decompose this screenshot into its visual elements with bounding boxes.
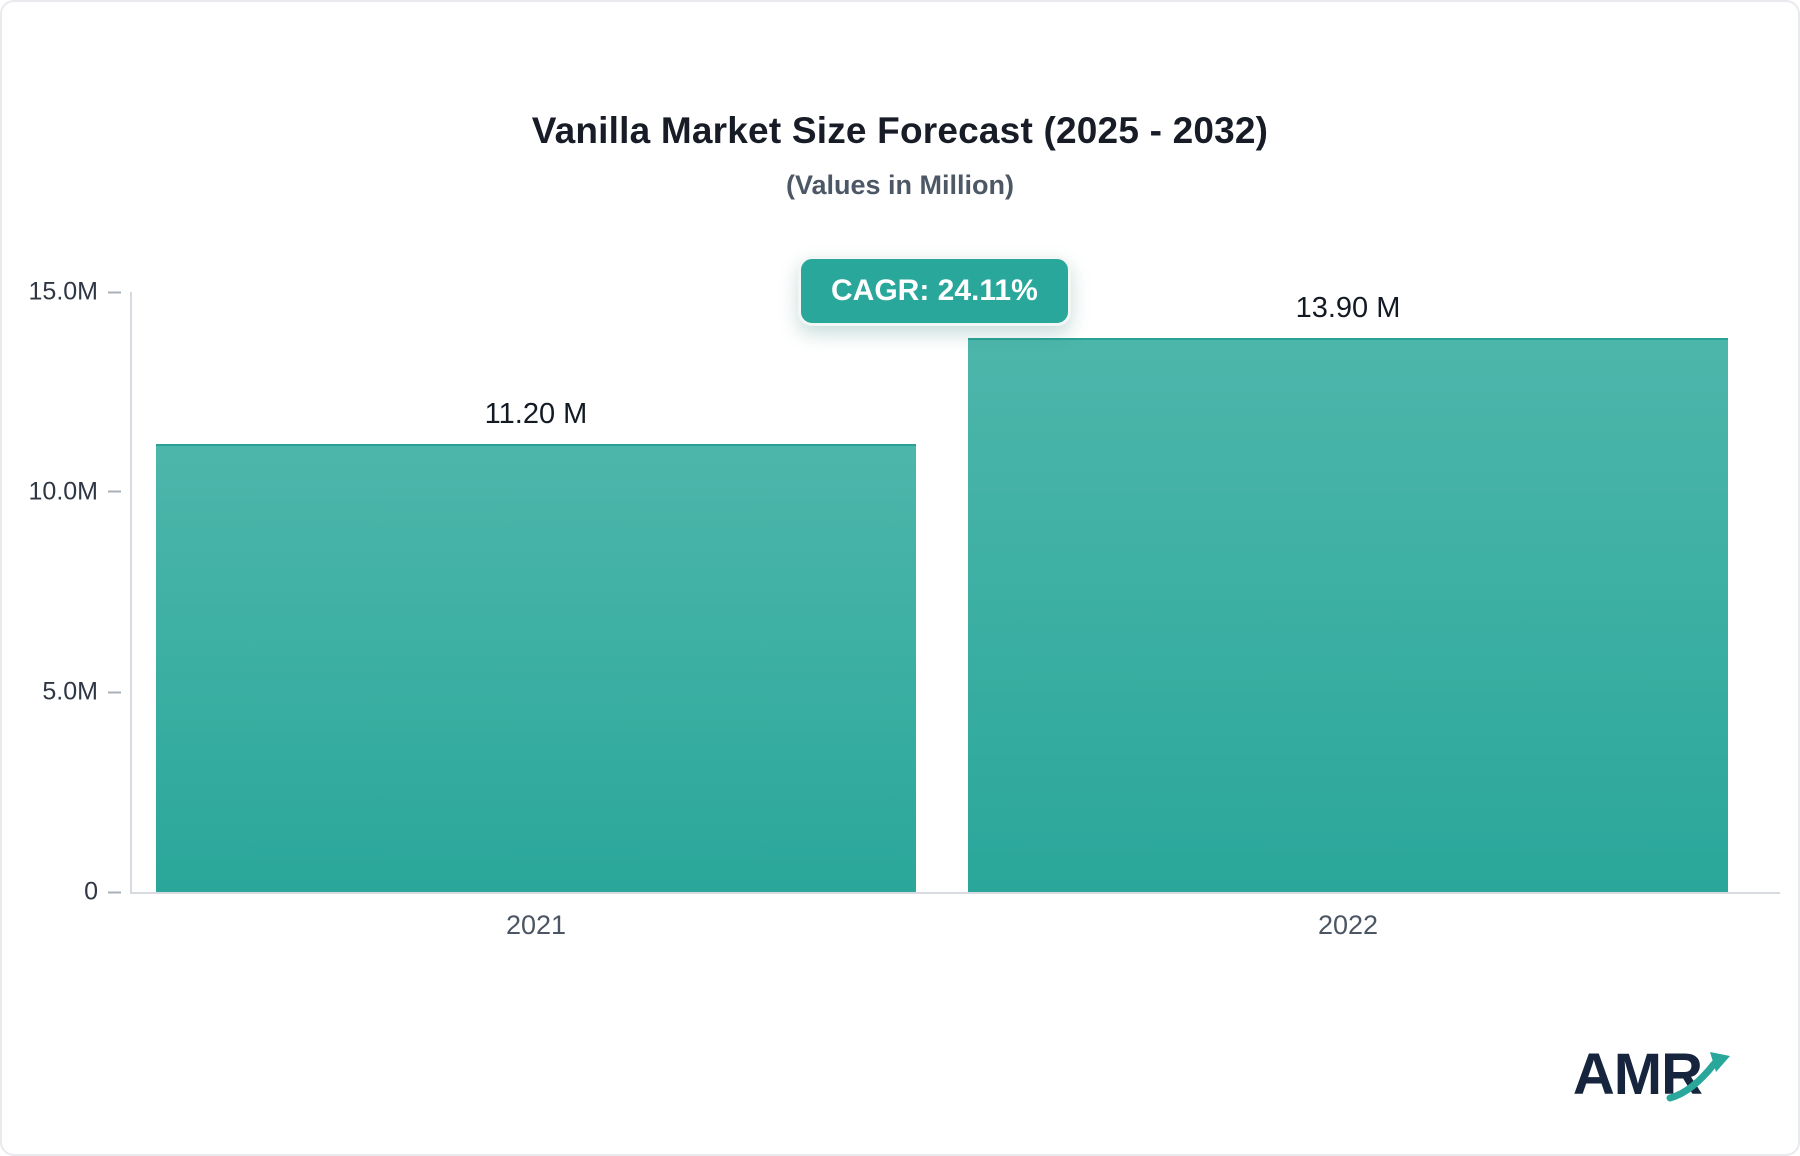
tick-mark-icon bbox=[108, 291, 121, 293]
plot-area: 15.0M 10.0M 5.0M 0 11.20 M 2021 13.90 M … bbox=[29, 278, 1780, 940]
y-tick-label: 0 bbox=[84, 877, 98, 906]
x-label-2021: 2021 bbox=[505, 910, 567, 940]
bar-value-2021: 11.20 M bbox=[484, 398, 588, 430]
y-tick-label: 10.0M bbox=[28, 477, 98, 506]
bar-group-2022: 13.90 M 2022 bbox=[968, 292, 1728, 940]
bar-value-2022: 13.90 M bbox=[1295, 292, 1401, 324]
y-tick-10: 10.0M bbox=[20, 477, 130, 506]
tick-mark-icon bbox=[108, 691, 121, 693]
tick-mark-icon bbox=[108, 891, 121, 893]
bar-group-2021: 11.20 M 2021 bbox=[156, 292, 916, 940]
y-tick-15: 15.0M bbox=[20, 278, 130, 307]
amr-logo: AMR bbox=[1573, 1041, 1732, 1108]
x-label-2022: 2022 bbox=[1317, 910, 1379, 940]
tick-mark-icon bbox=[108, 490, 121, 493]
logo-arrow-icon bbox=[1666, 1051, 1730, 1101]
y-tick-0: 0 bbox=[20, 878, 130, 907]
bar-2022[interactable] bbox=[968, 338, 1728, 892]
bar-2021[interactable] bbox=[156, 444, 916, 892]
cagr-badge: CAGR: 24.11% bbox=[798, 256, 1071, 326]
y-tick-label: 15.0M bbox=[28, 277, 98, 306]
y-tick-5: 5.0M bbox=[20, 678, 130, 707]
y-tick-label: 5.0M bbox=[42, 677, 98, 706]
chart-subtitle: (Values in Million) bbox=[785, 170, 1015, 200]
chart-title: Vanilla Market Size Forecast (2025 - 203… bbox=[531, 110, 1269, 151]
